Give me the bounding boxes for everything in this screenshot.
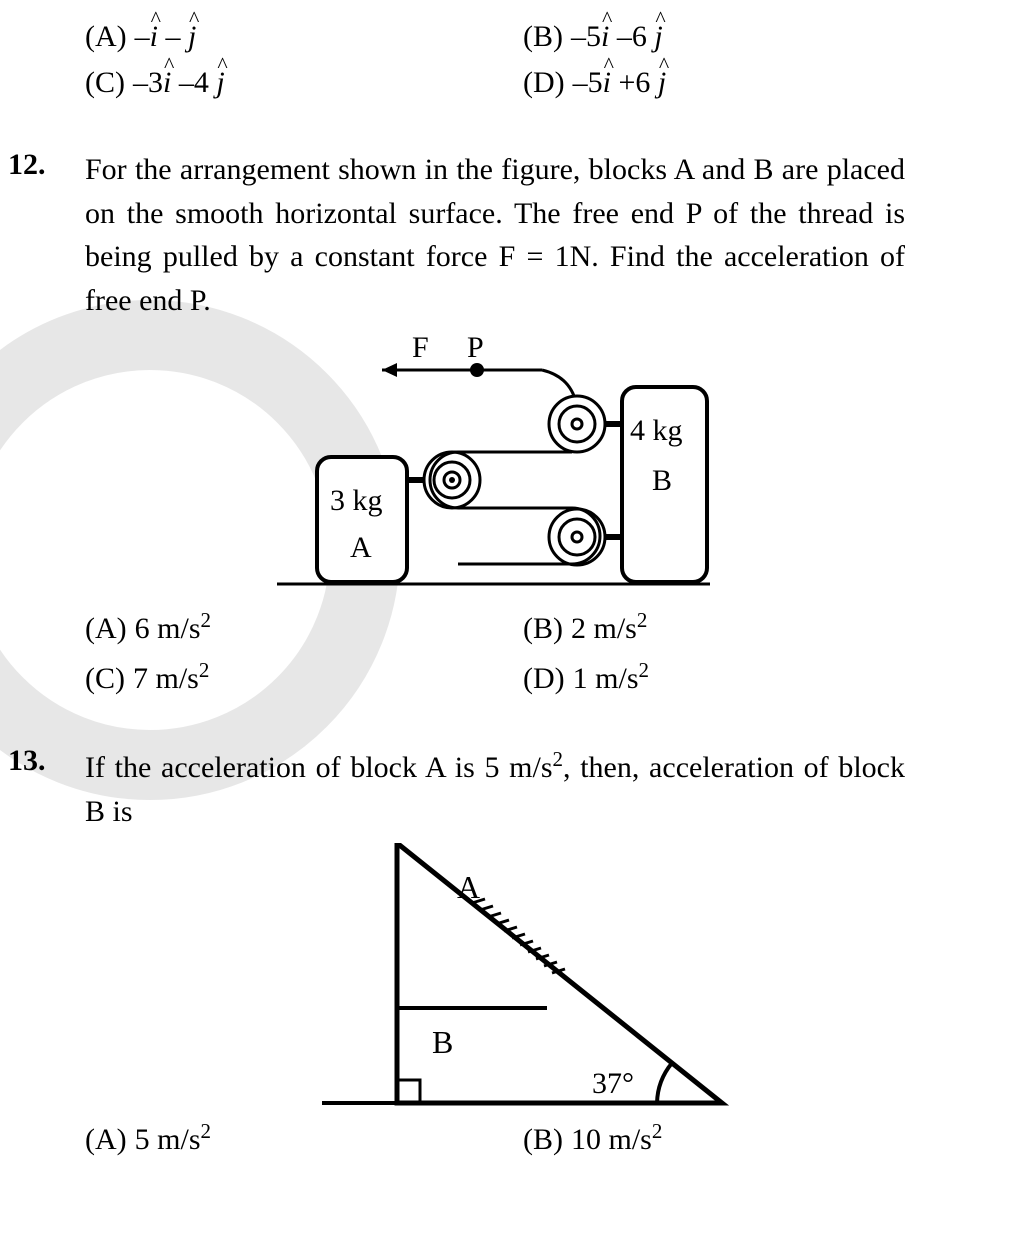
option-label: (A)	[85, 20, 127, 54]
q13-options-row1: (A) 5 m/s2 (B) 10 m/s2	[85, 1119, 984, 1157]
option-text: –i – j	[135, 20, 197, 54]
question-13: 13. If the acceleration of block A is 5 …	[0, 744, 984, 833]
option-a[interactable]: (A) –i – j	[85, 20, 523, 54]
option-text: 6 m/s2	[135, 608, 211, 646]
option-label: (C)	[85, 66, 125, 100]
option-label: (B)	[523, 1123, 563, 1157]
option-text: 5 m/s2	[135, 1119, 211, 1157]
wedge	[397, 843, 722, 1103]
question-number: 13.	[0, 744, 85, 833]
option-label: (D)	[523, 66, 565, 100]
q12-options-row1: (A) 6 m/s2 (B) 2 m/s2	[85, 608, 984, 646]
block-a-mass: 3 kg	[330, 484, 383, 517]
question-number: 12.	[0, 148, 85, 322]
option-text: 1 m/s2	[573, 658, 649, 696]
option-label: (B)	[523, 20, 563, 54]
option-text: 2 m/s2	[571, 608, 647, 646]
option-label: (A)	[85, 612, 127, 646]
option-text: 7 m/s2	[133, 658, 209, 696]
option-c[interactable]: (C) 7 m/s2	[85, 658, 523, 696]
option-d[interactable]: (D) 1 m/s2	[523, 658, 649, 696]
option-c[interactable]: (C) –3i –4 j	[85, 66, 523, 100]
p-label: P	[467, 332, 484, 364]
hatch-lines	[472, 899, 565, 973]
arrow-icon	[382, 363, 397, 377]
point-p	[470, 363, 484, 377]
b-label: B	[432, 1024, 453, 1060]
option-b[interactable]: (B) 10 m/s2	[523, 1119, 662, 1157]
option-d[interactable]: (D) –5i +6 j	[523, 66, 666, 100]
q12-options-row2: (C) 7 m/s2 (D) 1 m/s2	[85, 658, 984, 696]
angle-label: 37°	[592, 1067, 634, 1100]
option-text: –3i –4 j	[133, 66, 225, 100]
option-text: –5i –6 j	[571, 20, 663, 54]
option-label: (A)	[85, 1123, 127, 1157]
angle-arc	[657, 1063, 672, 1103]
question-text: For the arrangement shown in the figure,…	[85, 148, 905, 322]
question-text: If the acceleration of block A is 5 m/s2…	[85, 744, 905, 833]
question-12: 12. For the arrangement shown in the fig…	[0, 148, 984, 322]
q12-figure: F P	[0, 332, 984, 602]
block-a-label: A	[350, 531, 372, 564]
option-text: –5i +6 j	[573, 66, 667, 100]
q11-options-row1: (A) –i – j (B) –5i –6 j	[85, 20, 984, 54]
option-a[interactable]: (A) 6 m/s2	[85, 608, 523, 646]
option-label: (D)	[523, 662, 565, 696]
q11-options-row2: (C) –3i –4 j (D) –5i +6 j	[85, 66, 984, 100]
q13-figure: 37° A B	[0, 843, 984, 1113]
block-b-mass: 4 kg	[630, 414, 683, 447]
a-label: A	[457, 869, 480, 905]
right-angle-icon	[397, 1080, 420, 1103]
option-label: (B)	[523, 612, 563, 646]
option-label: (C)	[85, 662, 125, 696]
option-b[interactable]: (B) 2 m/s2	[523, 608, 647, 646]
option-a[interactable]: (A) 5 m/s2	[85, 1119, 523, 1157]
f-label: F	[412, 332, 429, 364]
option-text: 10 m/s2	[571, 1119, 662, 1157]
option-b[interactable]: (B) –5i –6 j	[523, 20, 663, 54]
block-b-label: B	[652, 464, 672, 497]
